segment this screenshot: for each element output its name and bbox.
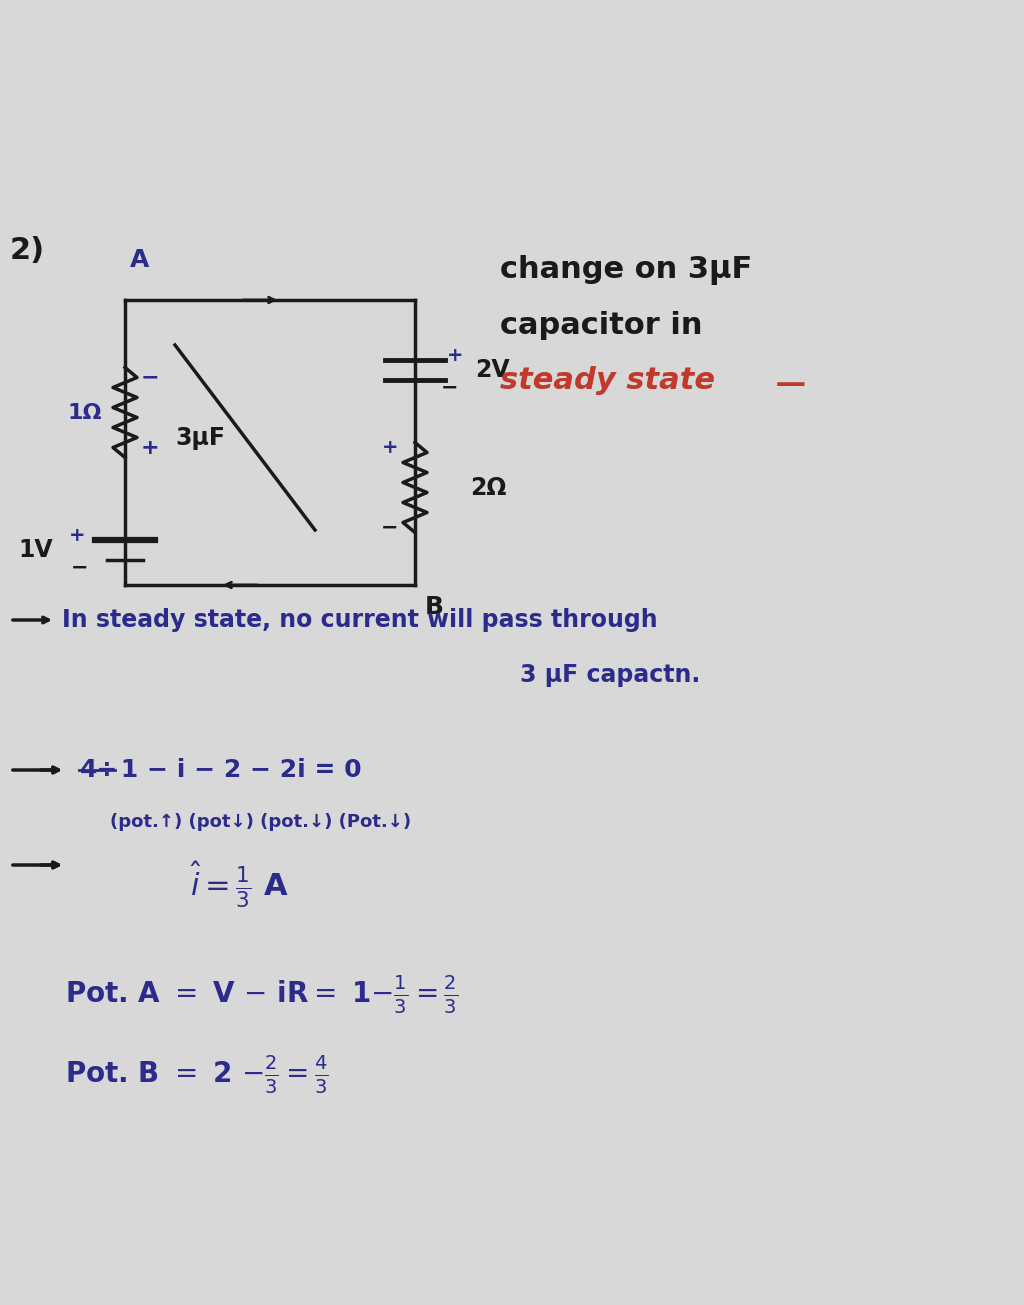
Text: A: A [130,248,150,271]
Text: 4÷: 4÷ [80,758,118,782]
Text: −: − [72,559,89,578]
Text: Pot. B $=$ 2 $-\frac{2}{3}=\frac{4}{3}$: Pot. B $=$ 2 $-\frac{2}{3}=\frac{4}{3}$ [65,1054,329,1096]
Text: 2Ω: 2Ω [470,475,507,500]
Text: 3μF: 3μF [175,425,225,449]
Text: +: + [140,437,160,458]
Text: −: − [441,378,459,398]
Text: −: − [381,518,398,538]
Text: Pot. A $=$ V $-$ iR$=$ 1$-\frac{1}{3}=\frac{2}{3}$: Pot. A $=$ V $-$ iR$=$ 1$-\frac{1}{3}=\f… [65,974,458,1017]
Text: 2): 2) [10,235,45,265]
Text: 1V: 1V [18,538,53,562]
Text: +: + [69,526,85,544]
Text: 3 μF capactn.: 3 μF capactn. [520,663,700,686]
Text: —: — [765,368,806,398]
Text: In steady state, no current will pass through: In steady state, no current will pass th… [62,608,657,632]
Text: +: + [382,438,398,457]
Text: 1 − i − 2 − 2i = 0: 1 − i − 2 − 2i = 0 [112,758,361,782]
Text: $\hat{i} = \frac{1}{3}$ A: $\hat{i} = \frac{1}{3}$ A [190,860,290,910]
Text: −: − [140,368,160,388]
Text: +: + [446,346,463,364]
Text: 1Ω: 1Ω [68,402,102,423]
Text: (pot.↑) (pot↓) (pot.↓) (Pot.↓): (pot.↑) (pot↓) (pot.↓) (Pot.↓) [110,813,411,831]
Text: 2V: 2V [475,358,510,382]
Text: capacitor in: capacitor in [500,311,702,339]
Text: change on 3μF: change on 3μF [500,254,753,284]
Text: B: B [425,595,444,619]
Text: steady state: steady state [500,365,715,394]
